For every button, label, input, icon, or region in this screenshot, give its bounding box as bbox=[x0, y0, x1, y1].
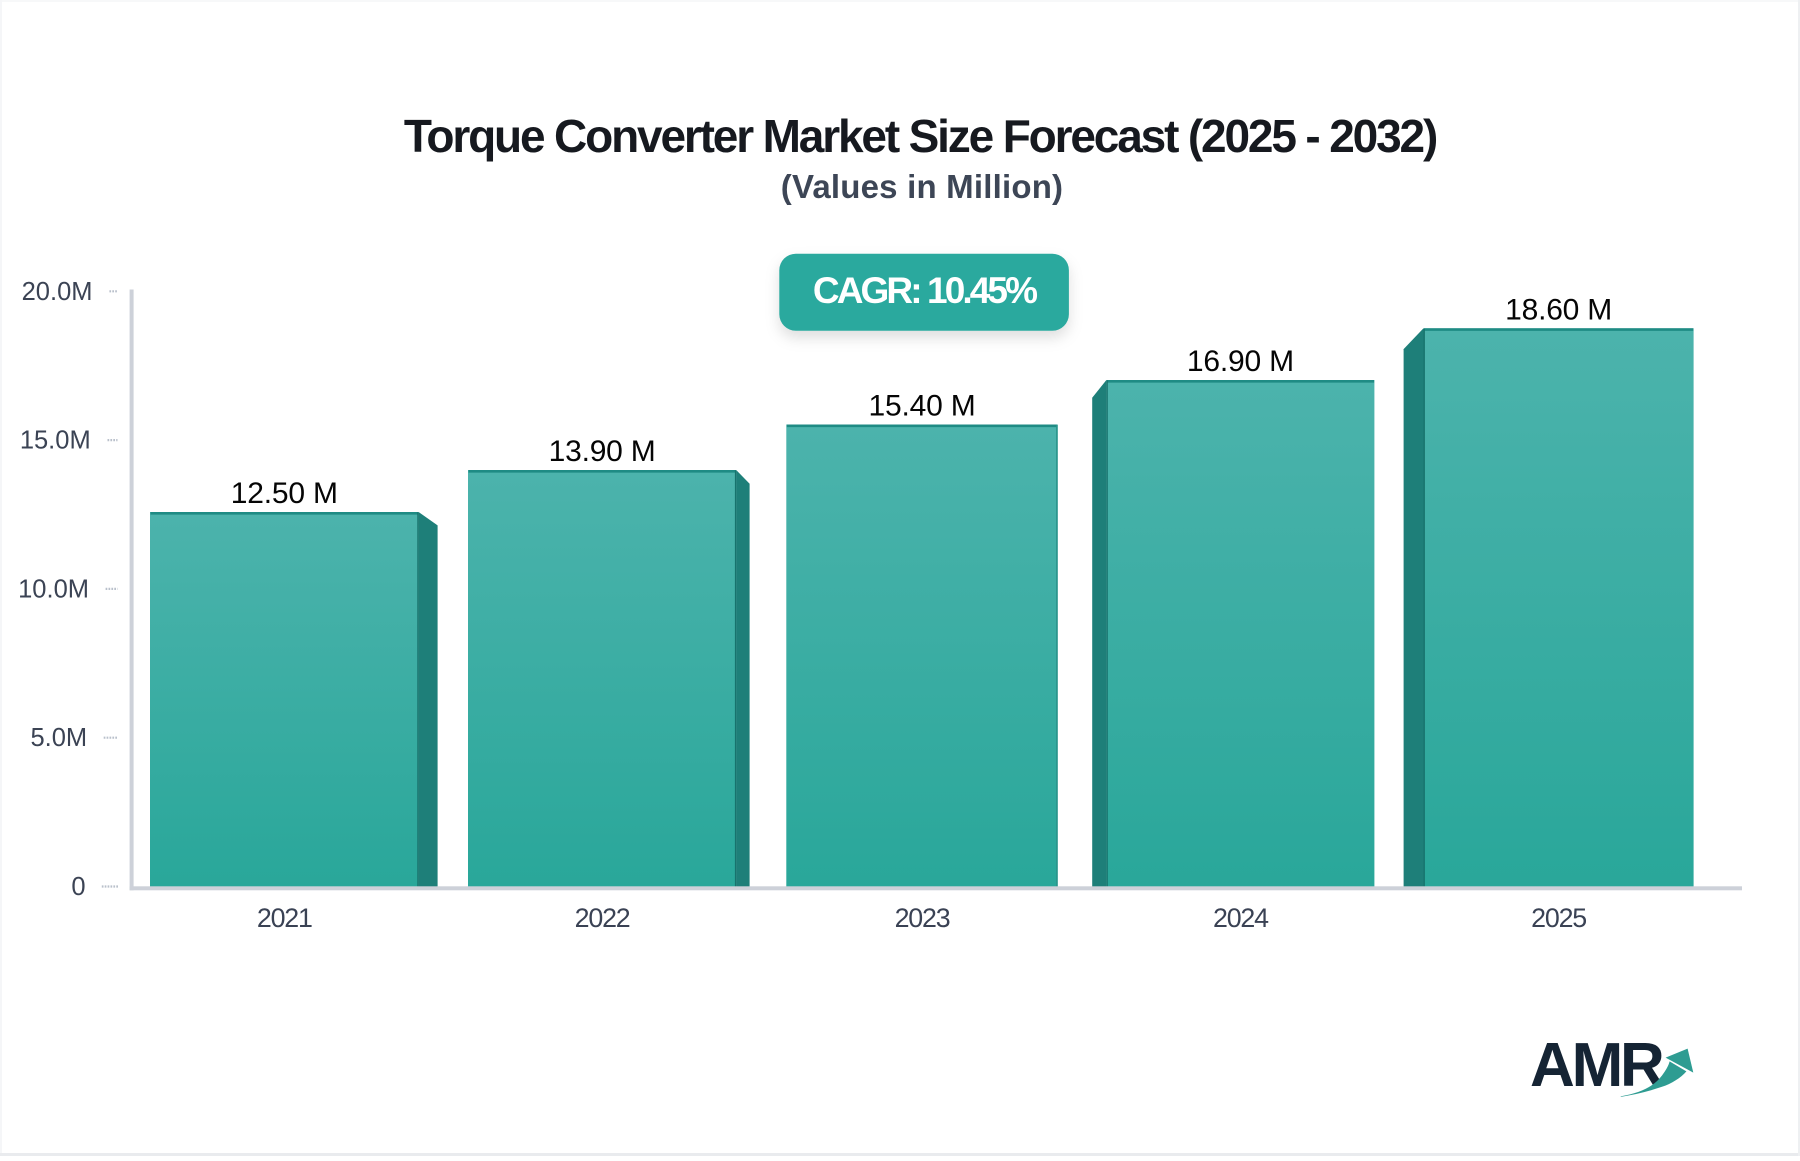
svg-text:2025: 2025 bbox=[1531, 903, 1586, 933]
svg-text:Torque Converter Market Size F: Torque Converter Market Size Forecast (2… bbox=[404, 110, 1437, 162]
svg-text:20.0M: 20.0M bbox=[22, 278, 93, 306]
svg-text:15.40 M: 15.40 M bbox=[869, 390, 976, 423]
svg-text:0: 0 bbox=[71, 873, 85, 901]
svg-text:16.90 M: 16.90 M bbox=[1187, 345, 1294, 378]
svg-text:2022: 2022 bbox=[575, 903, 630, 933]
svg-text:CAGR: 10.45%: CAGR: 10.45% bbox=[813, 270, 1037, 311]
svg-text:12.50 M: 12.50 M bbox=[231, 477, 338, 510]
svg-text:18.60 M: 18.60 M bbox=[1505, 293, 1612, 326]
svg-text:13.90 M: 13.90 M bbox=[549, 435, 656, 468]
svg-text:10.0M: 10.0M bbox=[18, 575, 89, 603]
svg-text:AMR: AMR bbox=[1530, 1031, 1664, 1100]
svg-text:(Values in Million): (Values in Million) bbox=[781, 168, 1064, 205]
svg-text:2024: 2024 bbox=[1213, 903, 1269, 933]
svg-text:5.0M: 5.0M bbox=[30, 724, 87, 752]
svg-text:15.0M: 15.0M bbox=[20, 427, 91, 455]
svg-text:2021: 2021 bbox=[257, 903, 312, 933]
svg-text:2023: 2023 bbox=[895, 903, 950, 933]
